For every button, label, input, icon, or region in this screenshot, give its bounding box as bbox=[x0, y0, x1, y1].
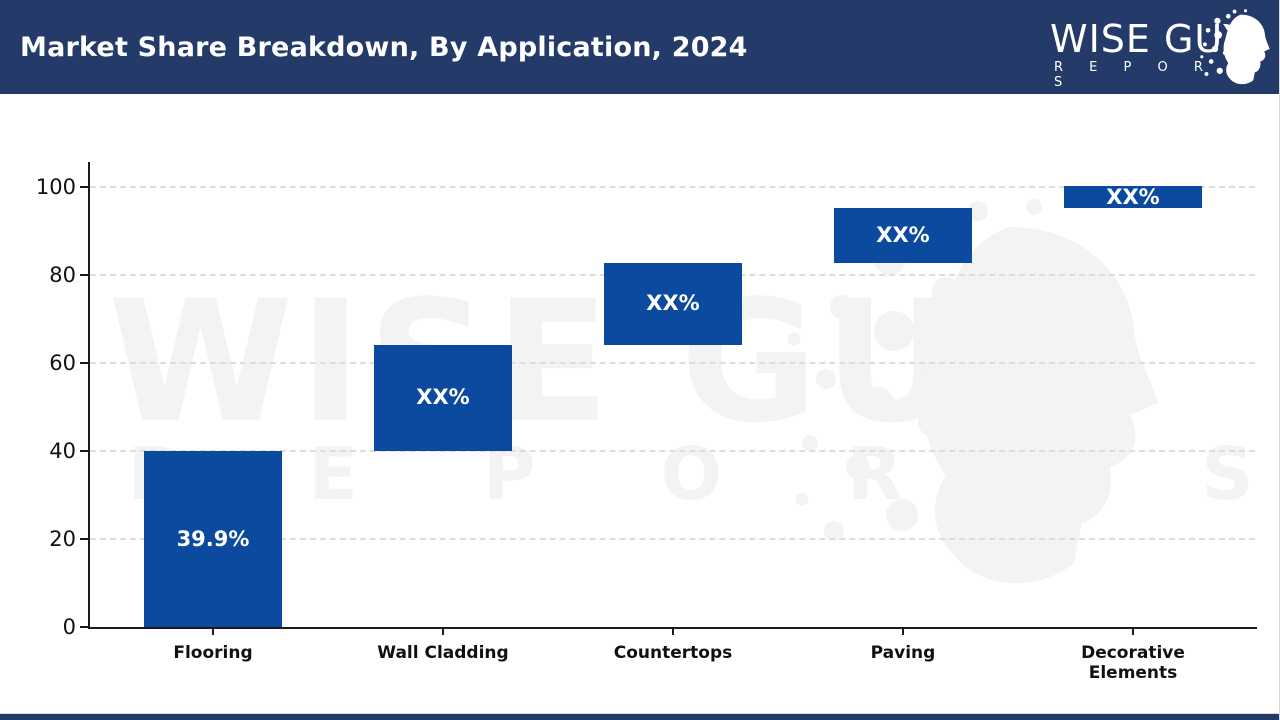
y-tick-label: 40 bbox=[49, 439, 76, 463]
bar-paving: XX% bbox=[834, 208, 972, 263]
plot-area: 0 20 40 60 80 100 39.9% Flooring XX% Wall Claddin… bbox=[36, 162, 1257, 683]
y-tick-mark bbox=[80, 186, 88, 188]
x-tick-label: Countertops bbox=[613, 643, 733, 663]
x-tick-label: Paving bbox=[870, 643, 936, 663]
y-tick-label: 100 bbox=[35, 175, 76, 199]
x-tick-label: Wall Cladding bbox=[377, 643, 509, 663]
x-tick-mark bbox=[442, 627, 444, 635]
bar-wall-cladding: XX% bbox=[374, 344, 512, 452]
y-tick-label: 60 bbox=[49, 351, 76, 375]
page-title: Market Share Breakdown, By Application, … bbox=[20, 31, 748, 63]
x-tick-mark bbox=[1132, 627, 1134, 635]
x-tick-mark bbox=[212, 627, 214, 635]
footer-bar bbox=[0, 714, 1279, 720]
x-tick-label: Decorative Elements bbox=[1081, 643, 1185, 684]
y-tick-mark bbox=[80, 274, 88, 276]
x-tick-label: Flooring bbox=[173, 643, 253, 663]
y-tick-mark bbox=[80, 362, 88, 364]
header-bar: Market Share Breakdown, By Application, … bbox=[0, 0, 1279, 94]
x-tick-mark bbox=[672, 627, 674, 635]
bar-value-label: XX% bbox=[876, 222, 930, 247]
gridline-40 bbox=[90, 450, 1255, 452]
bar-flooring: 39.9% bbox=[144, 451, 282, 627]
y-tick-mark bbox=[80, 626, 88, 628]
y-tick-label: 20 bbox=[49, 527, 76, 551]
x-tick-mark bbox=[902, 627, 904, 635]
brand-logo-text: WISE GUY R E P O R T S bbox=[1050, 20, 1272, 90]
gridline-100 bbox=[90, 186, 1255, 188]
bar-value-label: XX% bbox=[646, 291, 700, 316]
brand-subname: R E P O R T S bbox=[1054, 60, 1248, 90]
y-tick-mark bbox=[80, 538, 88, 540]
y-tick-mark bbox=[80, 450, 88, 452]
bar-countertops: XX% bbox=[604, 262, 742, 345]
bar-value-label: XX% bbox=[1106, 184, 1160, 209]
wise-guy-face-icon bbox=[1194, 8, 1272, 94]
bar-value-label: XX% bbox=[416, 385, 470, 410]
y-tick-label: 80 bbox=[49, 263, 76, 287]
bar-value-label: 39.9% bbox=[176, 526, 250, 551]
gridline-60 bbox=[90, 362, 1255, 364]
gridline-20 bbox=[90, 538, 1255, 540]
brand-logo: WISE GUY R E P O R T S bbox=[1012, 6, 1272, 90]
y-tick-label: 0 bbox=[62, 615, 76, 639]
bottom-divider bbox=[0, 713, 1279, 714]
bar-decorative-elements: XX% bbox=[1064, 184, 1202, 209]
